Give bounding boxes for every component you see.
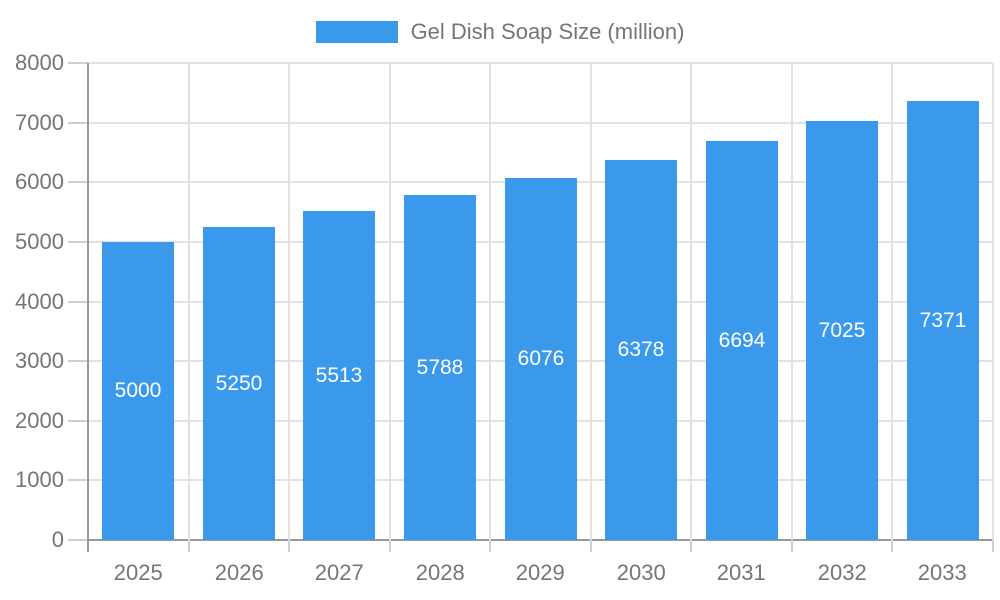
gridline-vertical — [790, 63, 793, 540]
bar-value-label: 6076 — [517, 347, 565, 370]
y-axis-tick — [68, 181, 88, 184]
x-axis-tick-label: 2033 — [917, 560, 967, 585]
x-axis-tick-label: 2026 — [214, 560, 264, 585]
legend-swatch-icon — [315, 21, 398, 43]
y-axis-tick-label: 2000 — [15, 407, 64, 433]
gridline-vertical — [187, 63, 190, 540]
gridline-vertical — [891, 63, 894, 540]
bar-value-label: 5250 — [215, 371, 263, 395]
x-axis-tick — [489, 540, 492, 552]
x-axis-tick — [891, 540, 894, 552]
x-axis-line — [88, 539, 993, 541]
y-axis-tick-label: 1000 — [15, 467, 64, 493]
y-axis-tick — [68, 419, 88, 422]
gridline-vertical — [690, 63, 693, 540]
x-axis-tick — [388, 540, 391, 552]
gridline-vertical — [388, 63, 391, 540]
gridline-vertical — [589, 63, 592, 540]
y-axis-tick-label: 7000 — [15, 109, 64, 135]
bar-2031[interactable]: 6694 — [706, 141, 778, 540]
legend-label: Gel Dish Soap Size (million) — [410, 19, 685, 44]
gridline-horizontal — [88, 62, 993, 64]
bar-2027[interactable]: 5513 — [303, 211, 375, 540]
y-axis-tick — [68, 360, 88, 363]
y-axis-tick-label: 3000 — [15, 348, 64, 374]
bar-value-label: 5788 — [416, 355, 464, 379]
y-axis-tick — [68, 62, 88, 64]
bar-2032[interactable]: 7025 — [806, 121, 878, 540]
x-axis-tick-label: 2031 — [716, 560, 766, 585]
bar-value-label: 5000 — [114, 379, 162, 402]
x-axis-tick-label: 2027 — [314, 560, 364, 585]
x-axis-tick-label: 2030 — [616, 560, 666, 585]
x-axis-tick — [790, 540, 793, 552]
bar-2029[interactable]: 6076 — [505, 178, 577, 540]
gridline-horizontal — [88, 121, 993, 124]
x-axis-tick-label: 2032 — [817, 560, 867, 585]
y-axis-tick — [68, 121, 88, 124]
bar-2033[interactable]: 7371 — [907, 101, 979, 540]
bar-2025[interactable]: 5000 — [102, 242, 174, 540]
bar-value-label: 7371 — [919, 308, 967, 332]
bar-2026[interactable]: 5250 — [203, 227, 275, 540]
chart-legend[interactable]: Gel Dish Soap Size (million) — [0, 18, 1000, 46]
bar-value-label: 7025 — [818, 318, 866, 342]
x-axis-tick-label: 2025 — [113, 560, 163, 585]
y-axis-tick-label: 5000 — [15, 228, 64, 254]
y-axis-tick-label: 4000 — [15, 288, 64, 314]
x-axis-tick-label: 2029 — [515, 560, 565, 585]
x-axis-tick — [187, 540, 190, 552]
y-axis-line — [87, 63, 89, 552]
bar-value-label: 5513 — [315, 363, 363, 387]
x-axis-tick — [589, 540, 592, 552]
gridline-vertical — [288, 63, 291, 540]
y-axis-tick-label: 8000 — [15, 50, 64, 75]
x-axis-tick — [690, 540, 693, 552]
bar-value-label: 6694 — [718, 328, 766, 352]
x-axis-tick — [288, 540, 291, 552]
y-axis-tick-label: 0 — [51, 527, 64, 552]
y-axis-tick-label: 6000 — [15, 169, 64, 195]
bar-2030[interactable]: 6378 — [605, 160, 677, 540]
y-axis-tick — [68, 240, 88, 243]
bar-value-label: 6378 — [617, 338, 665, 361]
x-axis-tick — [992, 540, 994, 552]
gridline-vertical — [489, 63, 492, 540]
y-axis-tick — [68, 479, 88, 482]
x-axis-tick-label: 2028 — [415, 560, 465, 585]
y-axis-tick — [68, 300, 88, 303]
gridline-vertical — [992, 63, 994, 540]
y-axis-tick — [68, 539, 88, 541]
bar-2028[interactable]: 5788 — [404, 195, 476, 540]
